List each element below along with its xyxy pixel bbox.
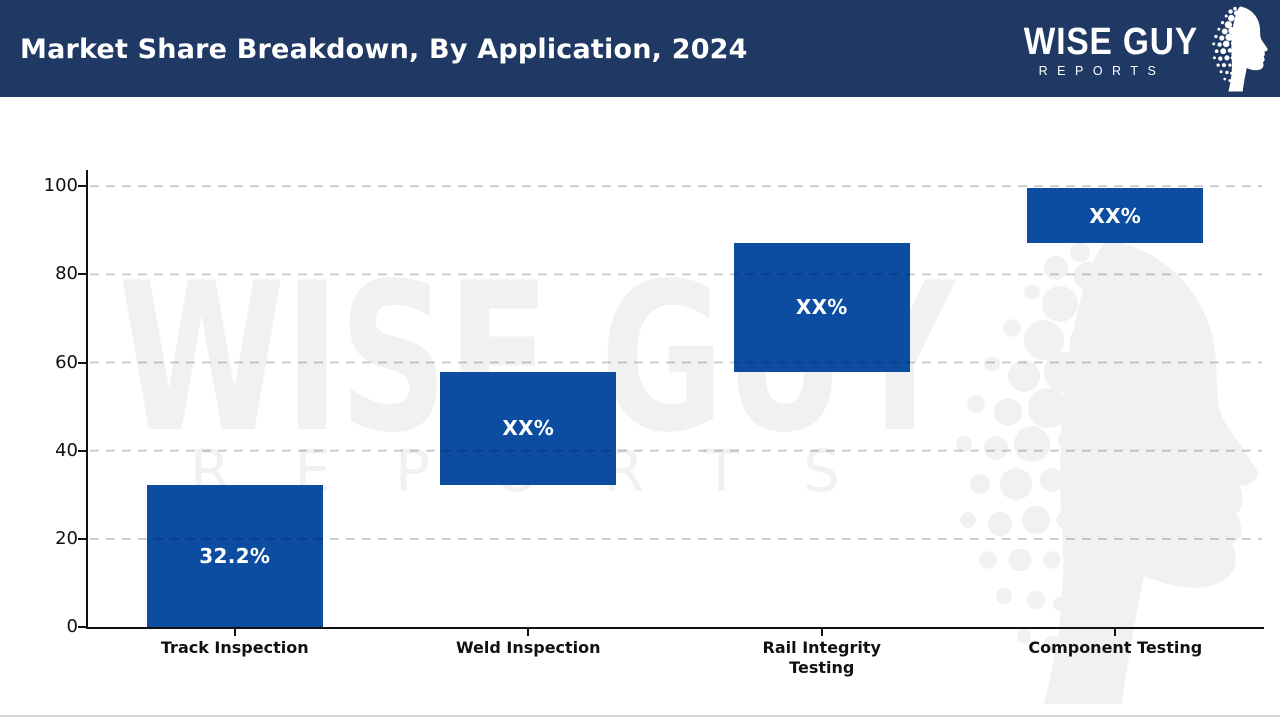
x-axis-line <box>86 627 1264 629</box>
bar-value-label: XX% <box>1089 203 1142 228</box>
y-axis-label-40: 40 <box>55 439 78 461</box>
chart-title: Market Share Breakdown, By Application, … <box>20 34 748 65</box>
y-axis-tick <box>78 537 86 540</box>
gridlines <box>90 185 1262 540</box>
y-axis-label-80: 80 <box>55 263 78 285</box>
chart-area: WISE GUY REPORTS 32.2%Track InspectionXX… <box>0 97 1280 720</box>
brand-wordmark: WISE GUY <box>1023 20 1198 63</box>
y-axis-label-0: 0 <box>66 616 78 637</box>
bar-weld-inspection: XX% <box>440 371 617 486</box>
y-axis-tick <box>78 185 86 188</box>
bar-component-testing: XX% <box>1027 188 1204 244</box>
y-axis-tick <box>78 449 86 452</box>
y-axis-label-60: 60 <box>55 351 78 373</box>
brand-logo-text: WISE GUY REPORTS <box>1000 23 1198 78</box>
brand-face-icon <box>1212 6 1268 92</box>
x-axis-tick <box>1114 629 1117 636</box>
x-axis-tick <box>527 629 530 636</box>
bar-track-inspection: 32.2% <box>146 485 323 627</box>
y-axis-label-20: 20 <box>55 527 78 549</box>
x-axis-tick <box>233 629 236 636</box>
bar-rail-integrity-testing: XX% <box>733 243 910 372</box>
y-axis-tick <box>78 626 86 628</box>
bar-value-label: 32.2% <box>199 544 271 569</box>
brand-subtext: REPORTS <box>1038 63 1166 78</box>
y-axis-tick <box>78 273 86 276</box>
bar-value-label: XX% <box>502 416 555 441</box>
x-axis-label-component-testing: Component Testing <box>1028 638 1203 657</box>
x-axis-label-weld-inspection: Weld Inspection <box>455 638 601 657</box>
x-axis-label-track-inspection: Track Inspection <box>160 638 309 657</box>
bar-value-label: XX% <box>795 295 848 320</box>
x-axis-label-rail-integrity-testing: Rail Integrity Testing <box>762 638 881 677</box>
bottom-border-line <box>0 715 1280 717</box>
brand-logo: WISE GUY REPORTS <box>1000 4 1272 94</box>
header-band: Market Share Breakdown, By Application, … <box>0 0 1280 97</box>
y-axis-tick <box>78 361 86 364</box>
y-axis-line <box>86 170 88 629</box>
x-axis-tick <box>820 629 823 636</box>
y-axis-label-100: 100 <box>43 175 78 197</box>
